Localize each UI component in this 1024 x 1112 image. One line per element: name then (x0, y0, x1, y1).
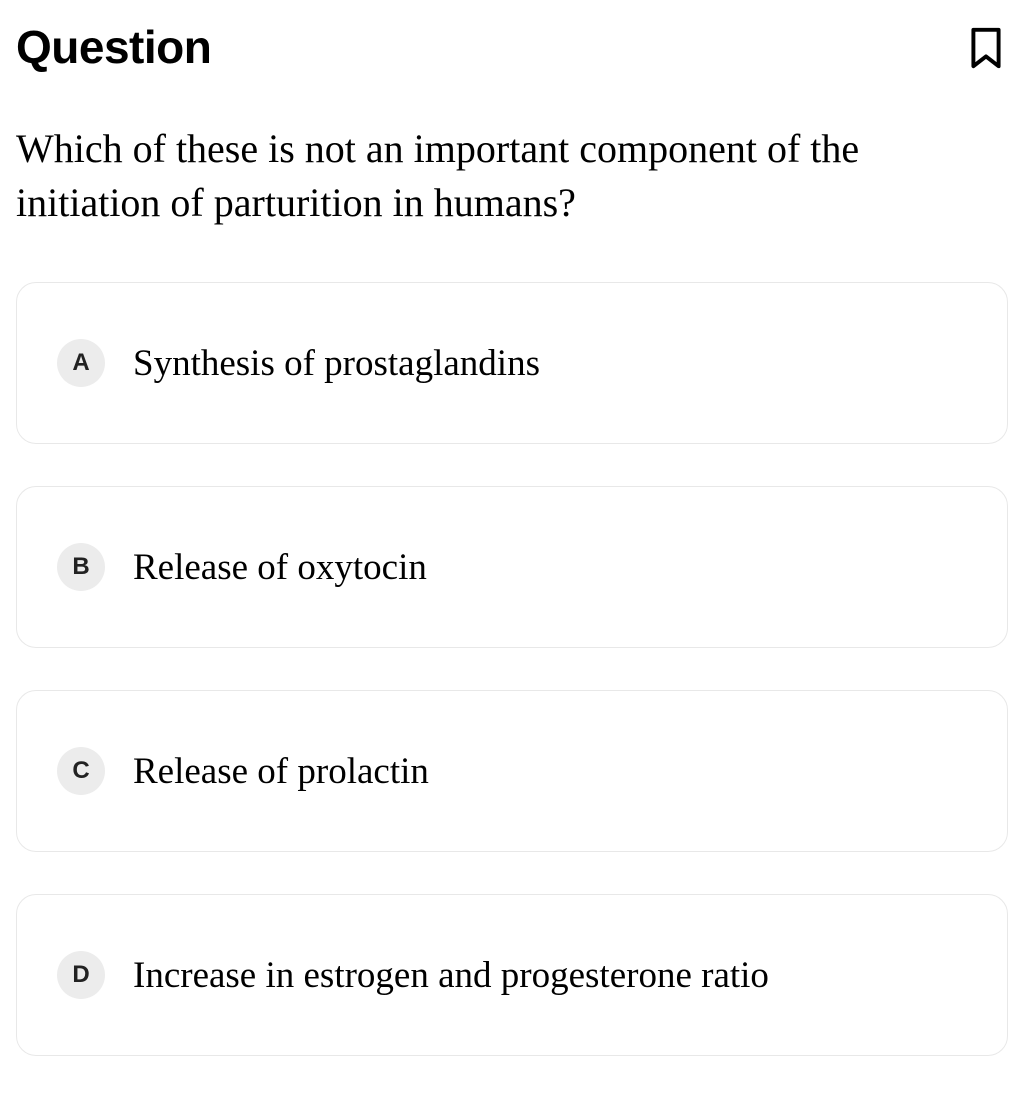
option-text: Release of prolactin (133, 750, 429, 793)
option-badge: D (57, 951, 105, 999)
option-badge: B (57, 543, 105, 591)
option-text: Increase in estrogen and progesterone ra… (133, 954, 769, 997)
header-row: Question (16, 20, 1008, 74)
option-text: Release of oxytocin (133, 546, 427, 589)
option-b[interactable]: B Release of oxytocin (16, 486, 1008, 648)
option-c[interactable]: C Release of prolactin (16, 690, 1008, 852)
options-container: A Synthesis of prostaglandins B Release … (16, 282, 1008, 1056)
question-text: Which of these is not an important compo… (16, 122, 1008, 230)
option-d[interactable]: D Increase in estrogen and progesterone … (16, 894, 1008, 1056)
option-badge: A (57, 339, 105, 387)
option-badge: C (57, 747, 105, 795)
bookmark-button[interactable] (964, 24, 1008, 72)
question-heading: Question (16, 20, 211, 74)
option-text: Synthesis of prostaglandins (133, 342, 540, 385)
bookmark-icon (969, 27, 1003, 69)
option-a[interactable]: A Synthesis of prostaglandins (16, 282, 1008, 444)
